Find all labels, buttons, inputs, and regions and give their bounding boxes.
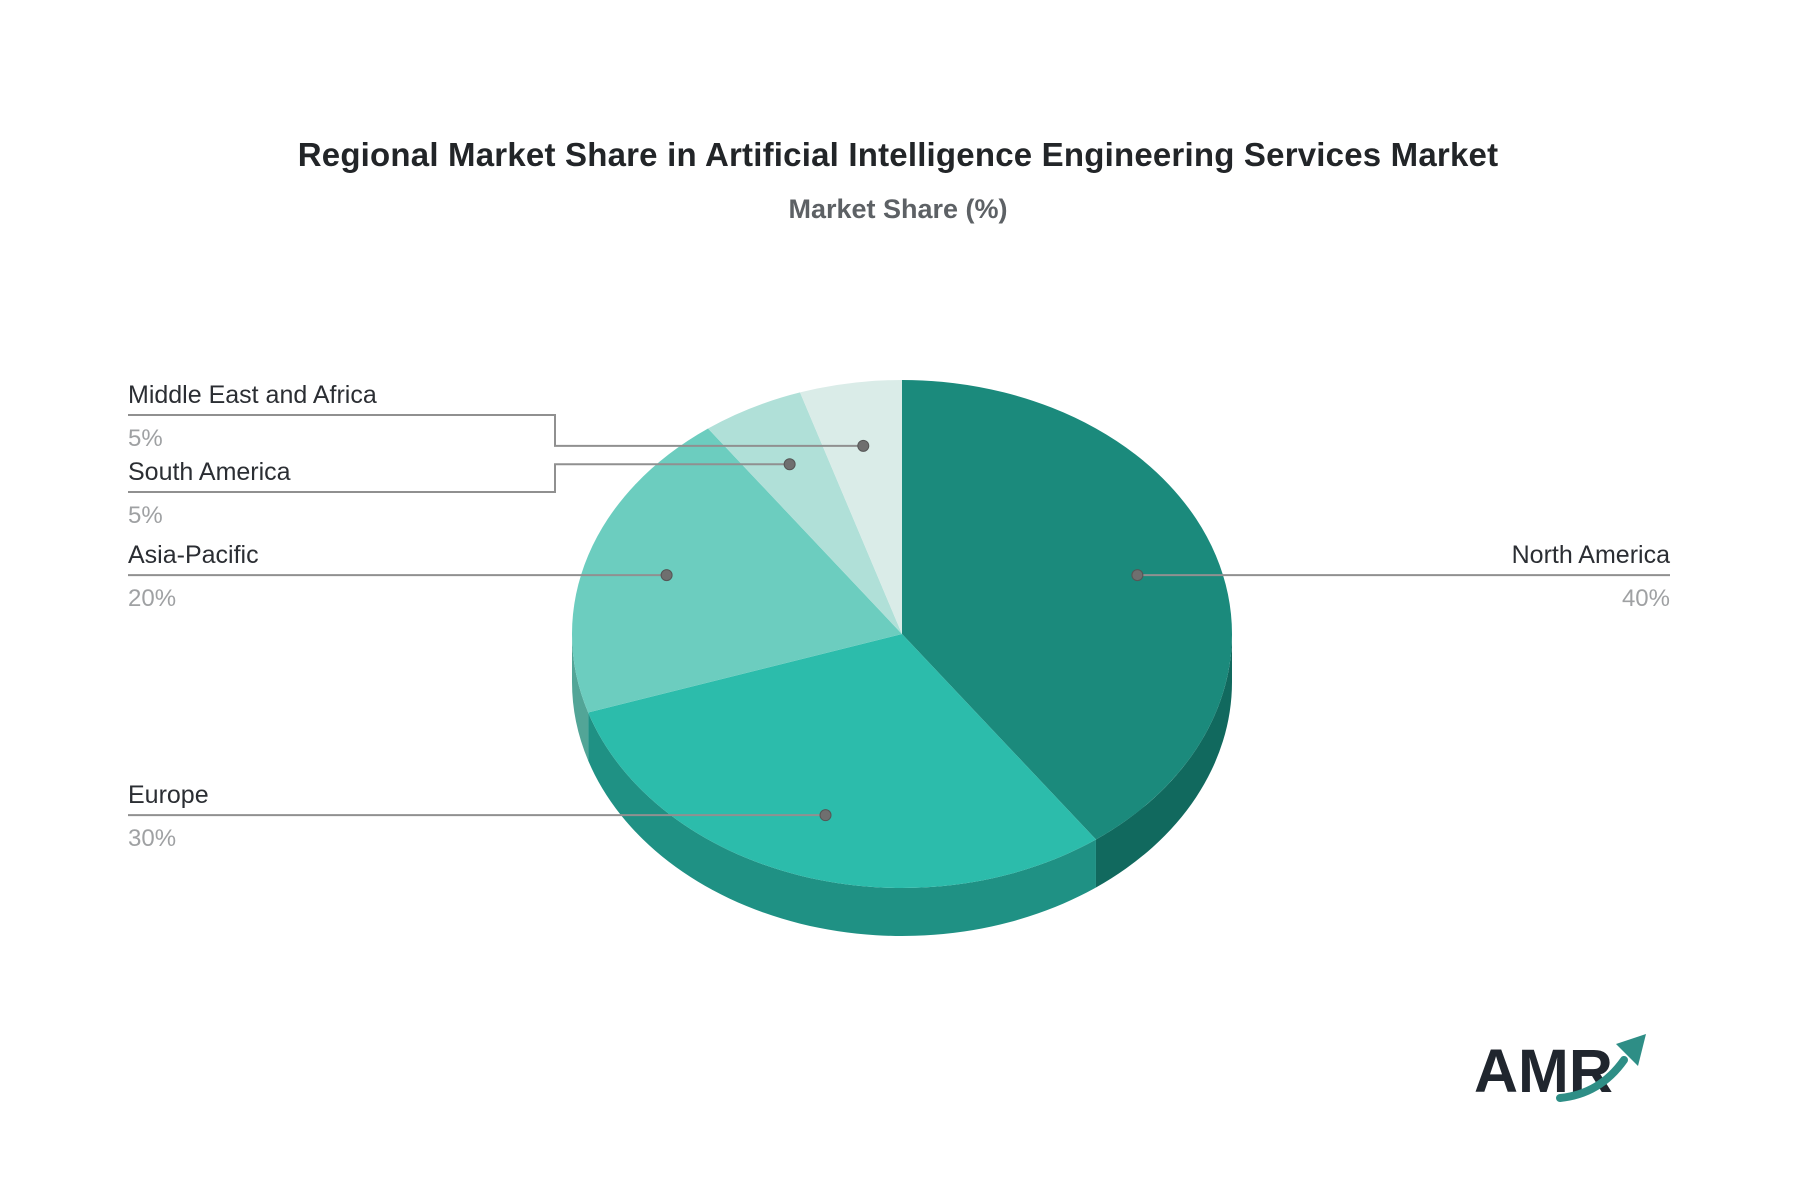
slice-value-south-america: 5%	[128, 502, 163, 529]
amr-logo: AMR	[1474, 1034, 1694, 1126]
slice-label-north-america: North America	[1511, 541, 1670, 570]
chart-title: Regional Market Share in Artificial Inte…	[297, 136, 1499, 173]
slice-label-asia-pacific: Asia-Pacific	[128, 541, 259, 570]
leader-line-south-america	[128, 463, 790, 493]
slice-value-europe: 30%	[128, 825, 177, 853]
slice-value-middle-east-and-africa: 5%	[128, 425, 163, 452]
pie-slice-asia-pacific[interactable]	[572, 428, 902, 713]
pie-slice-side-europe	[588, 712, 1096, 936]
slice-label-europe: Europe	[128, 781, 209, 810]
leader-dot-middle-east-and-africa	[857, 439, 870, 452]
pie-slice-middle-east-and-africa[interactable]	[800, 380, 902, 634]
slice-label-middle-east-and-africa: Middle East and Africa	[128, 381, 377, 409]
pie-slice-side-north-america	[1095, 634, 1232, 888]
pie-slice-side-asia-pacific	[572, 634, 589, 761]
leader-dot-europe	[819, 809, 832, 822]
leader-line-middle-east-and-africa	[128, 414, 864, 447]
growth-arrow-icon	[1556, 1034, 1646, 1102]
chart-subtitle: Market Share (%)	[788, 194, 1008, 224]
pie-slice-south-america[interactable]	[708, 392, 902, 634]
leader-dot-north-america	[1131, 569, 1144, 582]
slice-label-south-america: South America	[128, 458, 291, 486]
slice-value-asia-pacific: 20%	[128, 585, 177, 613]
pie-slice-north-america[interactable]	[902, 380, 1232, 840]
pie-slice-europe[interactable]	[588, 634, 1096, 888]
slice-value-north-america: 40%	[1621, 585, 1670, 613]
leader-dot-south-america	[783, 458, 796, 471]
leader-dot-asia-pacific	[660, 569, 673, 582]
